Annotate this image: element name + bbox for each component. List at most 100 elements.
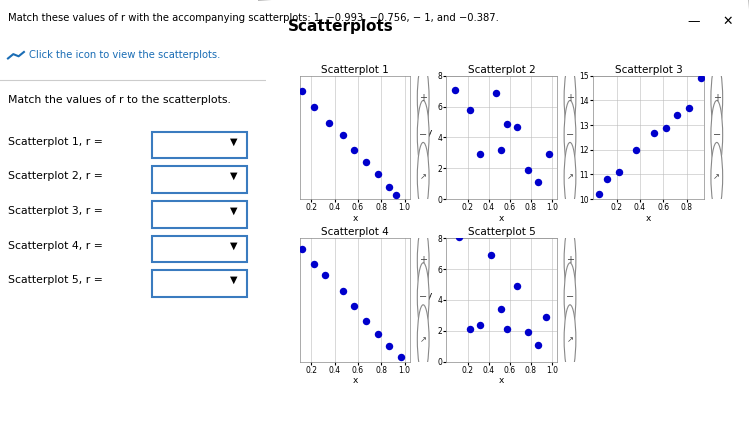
- Text: Match the values of r to the scatterplots.: Match the values of r to the scatterplot…: [8, 95, 231, 105]
- Point: [511, 282, 523, 289]
- Text: Match these values of r with the accompanying scatterplots: 1, −0.993, −0.756, −: Match these values of r with the accompa…: [8, 13, 499, 23]
- Text: ✕: ✕: [722, 15, 733, 28]
- Text: +: +: [566, 93, 574, 103]
- Text: Scatterplot 3, r =: Scatterplot 3, r =: [8, 206, 103, 216]
- Point: [694, 75, 706, 82]
- Point: [348, 303, 360, 310]
- X-axis label: x: x: [499, 214, 505, 223]
- Text: Scatterplots: Scatterplots: [288, 19, 393, 35]
- Point: [372, 330, 383, 337]
- Title: Scatterplot 4: Scatterplot 4: [321, 227, 389, 237]
- X-axis label: x: x: [352, 376, 358, 385]
- Y-axis label: y: y: [426, 291, 431, 300]
- FancyBboxPatch shape: [151, 201, 247, 228]
- X-axis label: x: x: [352, 214, 358, 223]
- Point: [319, 272, 331, 279]
- Text: −: −: [713, 130, 721, 140]
- Point: [522, 329, 534, 336]
- Point: [323, 119, 335, 126]
- Point: [360, 318, 372, 325]
- Title: Scatterplot 5: Scatterplot 5: [468, 227, 536, 237]
- Text: ↗: ↗: [713, 172, 721, 181]
- Circle shape: [711, 64, 723, 132]
- Text: +: +: [713, 93, 721, 103]
- Text: Scatterplot 1, r =: Scatterplot 1, r =: [8, 136, 103, 147]
- Circle shape: [417, 64, 429, 132]
- Circle shape: [564, 263, 576, 332]
- Point: [464, 326, 476, 333]
- Point: [500, 326, 512, 333]
- Point: [383, 184, 395, 191]
- Text: ▼: ▼: [230, 275, 237, 285]
- Point: [671, 112, 683, 119]
- Point: [601, 176, 613, 183]
- FancyBboxPatch shape: [151, 166, 247, 193]
- Text: +: +: [419, 93, 427, 103]
- Point: [308, 261, 320, 268]
- Point: [495, 306, 507, 313]
- Point: [308, 103, 320, 110]
- Point: [372, 171, 383, 178]
- Text: ↗: ↗: [566, 335, 574, 344]
- Point: [511, 123, 523, 130]
- Point: [449, 86, 461, 93]
- Circle shape: [564, 64, 576, 132]
- Point: [683, 104, 695, 111]
- Circle shape: [564, 100, 576, 170]
- Circle shape: [417, 100, 429, 170]
- Point: [613, 168, 625, 175]
- Text: +: +: [419, 255, 427, 265]
- Title: Scatterplot 2: Scatterplot 2: [468, 65, 536, 75]
- Text: ▼: ▼: [230, 206, 237, 216]
- Point: [360, 159, 372, 166]
- Point: [648, 129, 660, 136]
- Text: ↗: ↗: [566, 172, 574, 181]
- Point: [660, 124, 672, 131]
- X-axis label: x: x: [646, 214, 652, 223]
- Point: [533, 179, 545, 186]
- X-axis label: x: x: [499, 376, 505, 385]
- Text: −: −: [566, 130, 574, 140]
- FancyBboxPatch shape: [151, 270, 247, 297]
- Point: [543, 151, 555, 158]
- Circle shape: [711, 100, 723, 170]
- Text: +: +: [566, 255, 574, 265]
- Point: [631, 146, 643, 153]
- Text: —: —: [688, 15, 700, 28]
- Point: [474, 151, 486, 158]
- Circle shape: [564, 142, 576, 211]
- Text: −: −: [566, 292, 574, 302]
- Point: [337, 132, 349, 139]
- Text: Click the icon to view the scatterplots.: Click the icon to view the scatterplots.: [29, 50, 221, 60]
- Point: [395, 353, 407, 360]
- Circle shape: [564, 226, 576, 295]
- Y-axis label: y: y: [426, 129, 431, 138]
- FancyBboxPatch shape: [151, 236, 247, 262]
- Circle shape: [417, 263, 429, 332]
- Point: [485, 252, 497, 259]
- Point: [296, 246, 308, 252]
- Text: ▼: ▼: [230, 171, 237, 181]
- Circle shape: [711, 142, 723, 211]
- Circle shape: [417, 226, 429, 295]
- Point: [348, 146, 360, 153]
- Point: [490, 89, 502, 96]
- Text: ▼: ▼: [230, 240, 237, 251]
- Text: −: −: [419, 130, 427, 140]
- FancyBboxPatch shape: [151, 132, 247, 158]
- Text: Scatterplot 2, r =: Scatterplot 2, r =: [8, 171, 103, 181]
- Point: [453, 233, 465, 240]
- Point: [500, 120, 512, 127]
- Text: ▼: ▼: [230, 136, 237, 147]
- Circle shape: [417, 142, 429, 211]
- Text: Scatterplot 5, r =: Scatterplot 5, r =: [8, 275, 103, 285]
- Y-axis label: y: y: [568, 129, 574, 138]
- Point: [474, 321, 486, 328]
- Point: [390, 192, 402, 199]
- Text: Scatterplot 4, r =: Scatterplot 4, r =: [8, 240, 103, 251]
- Point: [522, 166, 534, 173]
- Point: [495, 146, 507, 153]
- Circle shape: [417, 305, 429, 374]
- Point: [337, 287, 349, 294]
- Text: ↗: ↗: [419, 335, 427, 344]
